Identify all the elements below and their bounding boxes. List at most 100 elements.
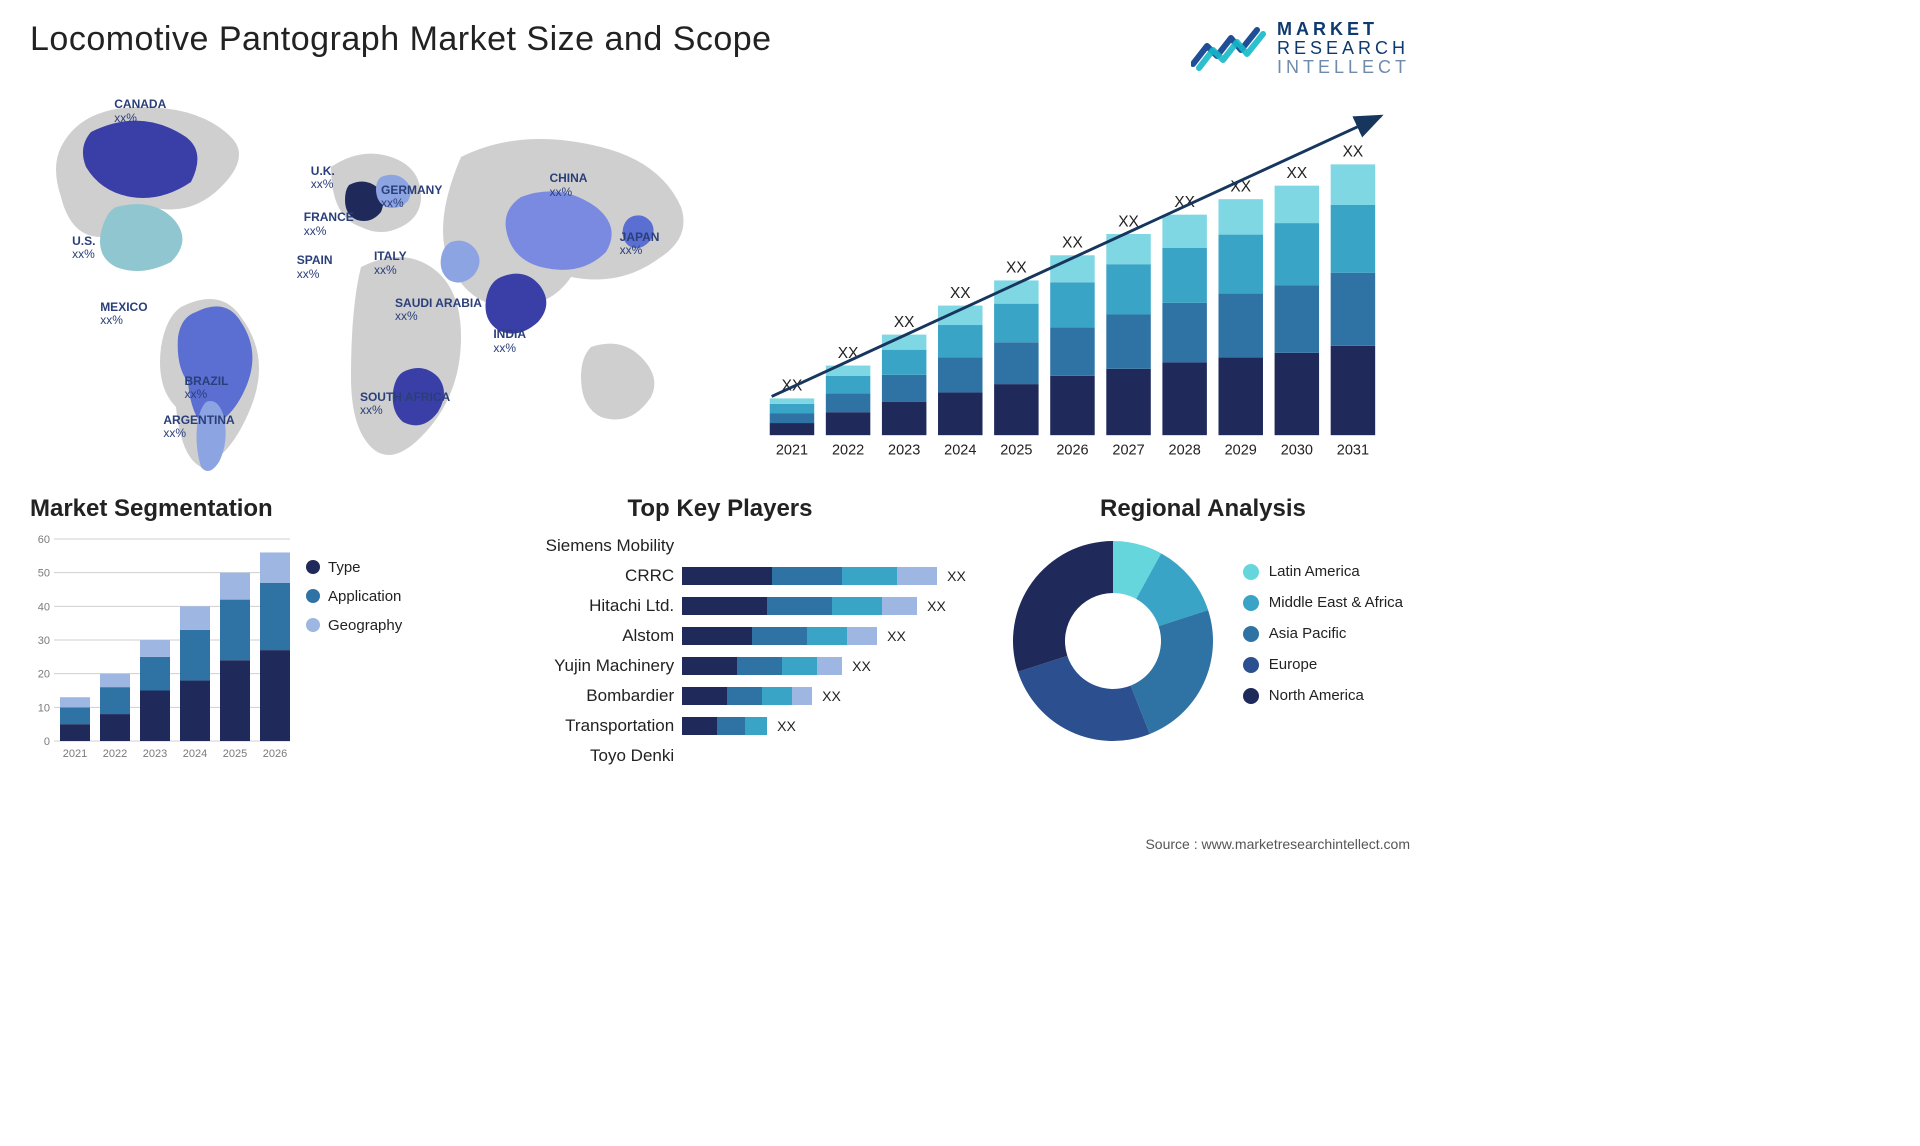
key-player-value: XX [947, 568, 966, 584]
segmentation-chart: 0 10 20 30 40 50 60 2021 2022 2023 2024 2025 2026 [30, 531, 290, 761]
svg-text:40: 40 [38, 601, 50, 613]
page-title: Locomotive Pantograph Market Size and Sc… [30, 20, 772, 59]
svg-text:20: 20 [38, 668, 50, 680]
key-player-row [682, 531, 966, 561]
key-players-title: Top Key Players [474, 495, 966, 523]
key-player-row: XX [682, 621, 966, 651]
map-label: MEXICOxx% [100, 301, 147, 327]
key-player-row: XX [682, 561, 966, 591]
header: Locomotive Pantograph Market Size and Sc… [30, 20, 1410, 77]
logo-text: MARKET RESEARCH INTELLECT [1277, 20, 1410, 77]
segmentation-title: Market Segmentation [30, 495, 444, 523]
regional-legend: Latin AmericaMiddle East & AfricaAsia Pa… [1243, 563, 1403, 718]
svg-text:2028: 2028 [1169, 442, 1201, 458]
svg-text:2024: 2024 [183, 748, 207, 760]
logo-line-2: RESEARCH [1277, 39, 1410, 58]
map-label: U.K.xx% [311, 165, 335, 191]
bottom-row: Market Segmentation 0 10 20 30 40 50 60 2021 202… [30, 495, 1410, 771]
svg-text:2024: 2024 [944, 442, 976, 458]
map-label: INDIAxx% [493, 328, 526, 354]
key-players-bars: XXXXXXXXXXXX [682, 531, 966, 771]
key-player-value: XX [822, 688, 841, 704]
svg-text:0: 0 [44, 736, 50, 748]
key-player-name: Toyo Denki [474, 741, 674, 771]
brand-logo: MARKET RESEARCH INTELLECT [1191, 20, 1410, 77]
svg-text:60: 60 [38, 534, 50, 546]
key-player-row: XX [682, 711, 966, 741]
svg-text:XX: XX [894, 314, 915, 331]
key-player-bar [682, 567, 937, 585]
key-player-row: XX [682, 681, 966, 711]
segmentation-legend: Type Application Geography [306, 531, 402, 646]
forecast-bar-chart: XX2021XX2022XX2023XX2024XX2025XX2026XX20… [762, 87, 1410, 464]
key-player-value: XX [852, 658, 871, 674]
svg-text:2025: 2025 [223, 748, 247, 760]
svg-text:XX: XX [950, 285, 971, 302]
key-players-labels: Siemens MobilityCRRCHitachi Ltd.AlstomYu… [474, 531, 674, 771]
svg-text:2026: 2026 [1056, 442, 1088, 458]
key-player-name: Siemens Mobility [474, 531, 674, 561]
svg-text:XX: XX [1343, 143, 1364, 160]
svg-text:2025: 2025 [1000, 442, 1032, 458]
world-map-panel: CANADAxx% U.S.xx% MEXICOxx% BRAZILxx% ARGENT… [30, 87, 732, 477]
legend-item: Type [306, 559, 402, 576]
svg-text:2029: 2029 [1225, 442, 1257, 458]
map-label: SPAINxx% [297, 254, 333, 280]
map-label: CANADAxx% [114, 98, 166, 124]
key-player-name: Yujin Machinery [474, 651, 674, 681]
svg-text:30: 30 [38, 635, 50, 647]
map-label: ITALYxx% [374, 250, 407, 276]
key-player-name: Hitachi Ltd. [474, 591, 674, 621]
key-player-bar [682, 657, 842, 675]
map-label: SAUDI ARABIAxx% [395, 297, 482, 323]
legend-item: Middle East & Africa [1243, 594, 1403, 611]
segmentation-panel: Market Segmentation 0 10 20 30 40 50 60 2021 202… [30, 495, 444, 771]
svg-text:2027: 2027 [1112, 442, 1144, 458]
map-label: BRAZILxx% [184, 375, 228, 401]
key-player-bar [682, 687, 812, 705]
regional-donut-chart [1003, 531, 1223, 751]
map-label: JAPANxx% [620, 231, 660, 257]
map-label: U.S.xx% [72, 235, 95, 261]
svg-text:XX: XX [1287, 165, 1308, 182]
svg-text:2030: 2030 [1281, 442, 1313, 458]
svg-text:2026: 2026 [263, 748, 287, 760]
key-player-bar [682, 717, 767, 735]
svg-text:2023: 2023 [143, 748, 167, 760]
map-label: ARGENTINAxx% [163, 414, 234, 440]
key-players-panel: Top Key Players Siemens MobilityCRRCHita… [474, 495, 966, 771]
key-player-value: XX [927, 598, 946, 614]
legend-item: Application [306, 588, 402, 605]
svg-text:2021: 2021 [63, 748, 87, 760]
source-citation: Source : www.marketresearchintellect.com [1145, 836, 1410, 852]
key-player-row: XX [682, 651, 966, 681]
svg-text:XX: XX [1062, 234, 1083, 251]
key-player-value: XX [887, 628, 906, 644]
svg-text:50: 50 [38, 567, 50, 579]
svg-text:2021: 2021 [776, 442, 808, 458]
source-url: www.marketresearchintellect.com [1201, 836, 1410, 852]
map-label: SOUTH AFRICAxx% [360, 391, 450, 417]
map-label: CHINAxx% [549, 172, 587, 198]
svg-text:10: 10 [38, 702, 50, 714]
forecast-chart-panel: XX2021XX2022XX2023XX2024XX2025XX2026XX20… [762, 87, 1410, 477]
map-label: GERMANYxx% [381, 184, 442, 210]
legend-item: Geography [306, 617, 402, 634]
source-prefix: Source : [1145, 836, 1201, 852]
regional-title: Regional Analysis [996, 495, 1410, 523]
world-map-icon [30, 87, 732, 477]
svg-text:2022: 2022 [103, 748, 127, 760]
key-player-bar [682, 597, 917, 615]
legend-item: Latin America [1243, 563, 1403, 580]
key-player-name: Bombardier Transportation [474, 681, 674, 741]
legend-item: North America [1243, 687, 1403, 704]
legend-item: Europe [1243, 656, 1403, 673]
top-row: CANADAxx% U.S.xx% MEXICOxx% BRAZILxx% ARGENT… [30, 87, 1410, 477]
key-player-row: XX [682, 591, 966, 621]
svg-text:XX: XX [1006, 259, 1027, 276]
map-label: FRANCExx% [304, 211, 354, 237]
key-player-value: XX [777, 718, 796, 734]
logo-mark-icon [1191, 24, 1267, 72]
key-player-name: CRRC [474, 561, 674, 591]
svg-text:2031: 2031 [1337, 442, 1369, 458]
